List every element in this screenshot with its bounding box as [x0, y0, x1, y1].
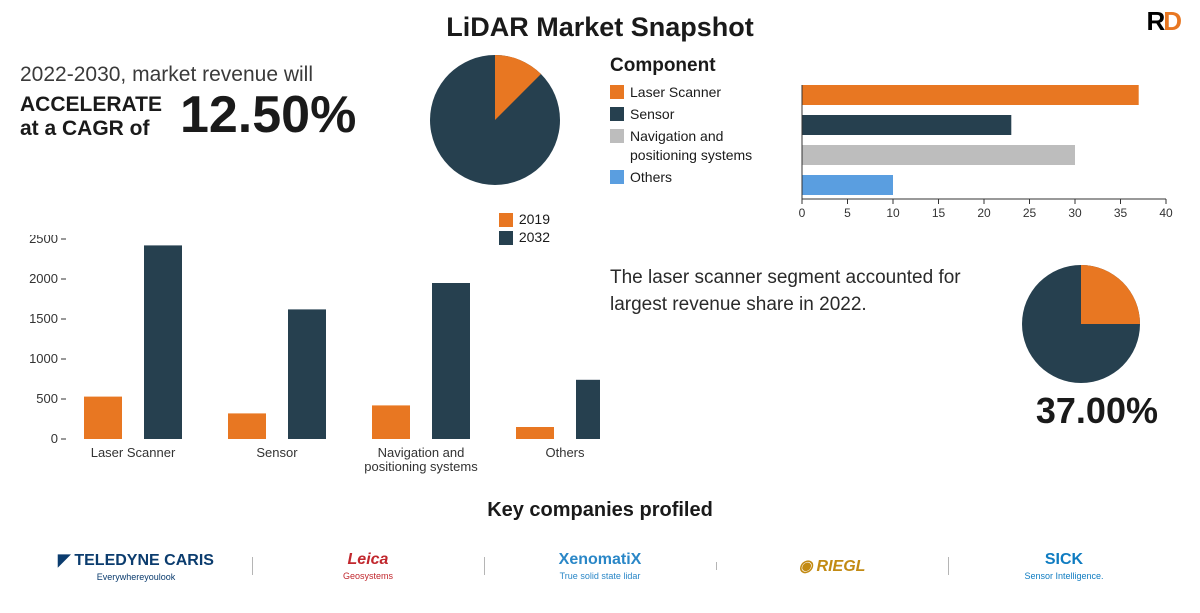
company-logo: SICK Sensor Intelligence.	[948, 551, 1180, 581]
legend-label: Others	[630, 168, 672, 186]
svg-text:1500: 1500	[29, 311, 58, 326]
svg-text:Navigation and: Navigation and	[378, 445, 465, 460]
segment-block: The laser scanner segment accounted for …	[590, 235, 1180, 495]
company-subtitle: True solid state lidar	[484, 571, 716, 581]
company-icon: ◤	[58, 552, 70, 569]
mid-row: 20192032 05001000150020002500Laser Scann…	[20, 235, 1180, 495]
cagr-value: 12.50%	[180, 89, 356, 141]
legend-item: Sensor	[610, 105, 780, 123]
bar-chart-legend: 2019 2032	[499, 211, 550, 247]
cagr-line3: at a CAGR of	[20, 117, 162, 141]
svg-text:25: 25	[1023, 206, 1037, 220]
component-legend: Laser Scanner Sensor Navigation and positi…	[610, 83, 780, 238]
kcp-title: Key companies profiled	[20, 499, 1180, 522]
svg-text:20: 20	[977, 206, 991, 220]
legend-swatch	[610, 129, 624, 143]
svg-text:15: 15	[932, 206, 946, 220]
segment-text: The laser scanner segment accounted for …	[610, 265, 970, 318]
legend-swatch	[610, 85, 624, 99]
svg-text:Others: Others	[545, 445, 585, 460]
legend-label: Laser Scanner	[630, 83, 721, 101]
company-subtitle: Everywhereyoulook	[20, 572, 252, 582]
company-logo: ◤TELEDYNE CARIS Everywhereyoulook	[20, 550, 252, 582]
legend-item: Laser Scanner	[610, 83, 780, 101]
logo-rd: RD	[1146, 6, 1180, 37]
company-subtitle: Sensor Intelligence.	[948, 571, 1180, 581]
legend-label: 2032	[519, 229, 550, 245]
company-logo: XenomatiX True solid state lidar	[484, 551, 716, 581]
svg-text:Sensor: Sensor	[256, 445, 298, 460]
company-name: ◤TELEDYNE CARIS	[58, 552, 214, 569]
component-section: Component Laser Scanner Sensor Navigation …	[590, 55, 1180, 235]
svg-text:0: 0	[51, 431, 58, 446]
svg-text:40: 40	[1159, 206, 1173, 220]
company-name: XenomatiX	[559, 551, 642, 568]
svg-text:35: 35	[1114, 206, 1128, 220]
legend-item: 2019	[499, 211, 550, 227]
svg-text:30: 30	[1068, 206, 1082, 220]
page-title: LiDAR Market Snapshot	[20, 12, 1180, 43]
segment-pct: 37.00%	[1036, 390, 1158, 432]
svg-text:positioning systems: positioning systems	[364, 459, 478, 474]
pie-chart-cagr	[430, 55, 560, 190]
component-hbar-chart: 0 5 10 15 20 25 30 35 40	[796, 83, 1180, 238]
company-name: ◉RIEGL	[799, 558, 866, 575]
svg-text:10: 10	[886, 206, 900, 220]
company-name: SICK	[1045, 551, 1083, 568]
company-subtitle: Geosystems	[252, 571, 484, 581]
legend-item: Others	[610, 168, 780, 186]
legend-item: Navigation and positioning systems	[610, 127, 780, 163]
component-title: Component	[610, 55, 1180, 77]
svg-text:500: 500	[36, 391, 58, 406]
pie-chart-segment	[1022, 265, 1140, 388]
legend-label: 2019	[519, 211, 550, 227]
logo-r: R	[1146, 6, 1163, 36]
company-logo: ◉RIEGL	[716, 556, 948, 576]
legend-swatch	[610, 170, 624, 184]
company-logo: Leica Geosystems	[252, 551, 484, 581]
logo-d: D	[1163, 6, 1180, 36]
cagr-line2: ACCELERATE	[20, 93, 162, 117]
company-icon: ◉	[799, 558, 813, 575]
legend-item: 2032	[499, 229, 550, 245]
svg-text:1000: 1000	[29, 351, 58, 366]
legend-swatch	[499, 213, 513, 227]
svg-text:5: 5	[844, 206, 851, 220]
cagr-block: 2022-2030, market revenue will ACCELERAT…	[20, 55, 590, 235]
legend-swatch	[499, 231, 513, 245]
svg-text:2000: 2000	[29, 271, 58, 286]
company-name: Leica	[348, 551, 389, 568]
top-row: 2022-2030, market revenue will ACCELERAT…	[20, 55, 1180, 235]
svg-text:0: 0	[799, 206, 806, 220]
svg-text:2500: 2500	[29, 235, 58, 246]
legend-label: Navigation and positioning systems	[630, 127, 780, 163]
grouped-bar-chart: 20192032 05001000150020002500Laser Scann…	[20, 235, 590, 495]
legend-swatch	[610, 107, 624, 121]
svg-text:Laser Scanner: Laser Scanner	[91, 445, 176, 460]
legend-label: Sensor	[630, 105, 674, 123]
companies-row: ◤TELEDYNE CARIS Everywhereyoulook Leica Geo…	[20, 536, 1180, 596]
